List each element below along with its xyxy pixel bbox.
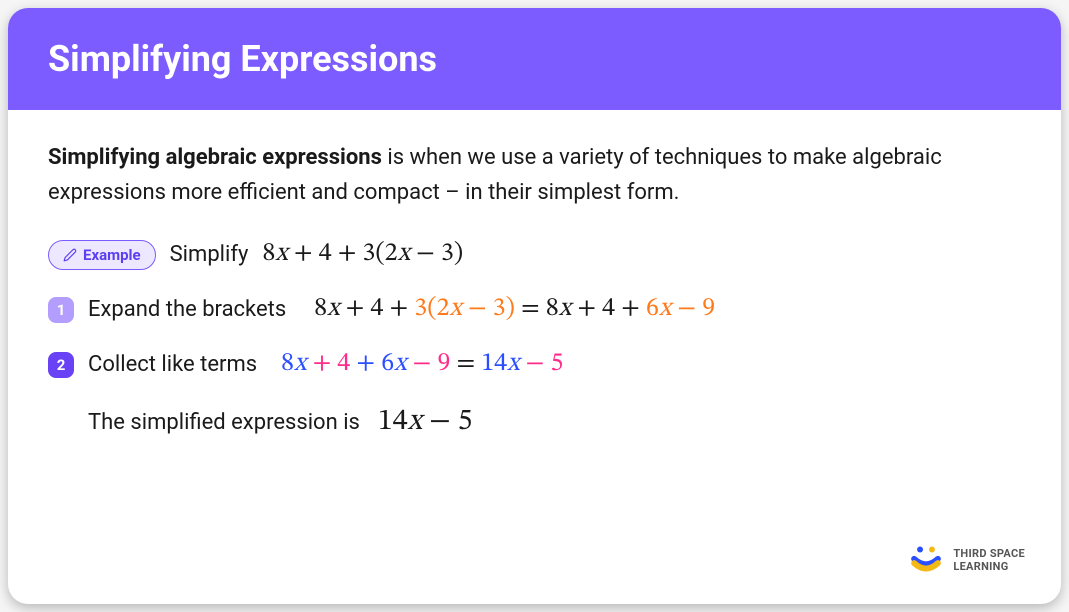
step-1-badge: 1 bbox=[48, 297, 74, 323]
logo-text: THIRD SPACE LEARNING bbox=[953, 547, 1025, 573]
logo-line-2: LEARNING bbox=[953, 560, 1008, 573]
step-1-math: 8x + 4 + 3(2x − 3) = 8x + 4 + 6x − 9 bbox=[314, 293, 715, 326]
example-row: Example Simplify 8x + 4 + 3(2x − 3) bbox=[48, 238, 1021, 271]
brand-logo: THIRD SPACE LEARNING bbox=[909, 544, 1025, 576]
example-expression: 8x + 4 + 3(2x − 3) bbox=[262, 238, 463, 271]
intro-text: Simplifying algebraic expressions is whe… bbox=[48, 140, 1021, 210]
step-2-row: 2 Collect like terms 8x + 4 + 6x − 9 = 1… bbox=[48, 348, 1021, 381]
logo-icon bbox=[909, 544, 943, 576]
card-header: Simplifying Expressions bbox=[8, 8, 1061, 110]
example-badge-label: Example bbox=[83, 246, 141, 264]
card-content: Simplifying algebraic expressions is whe… bbox=[8, 110, 1061, 493]
pencil-icon bbox=[63, 248, 77, 262]
step-1-label: Expand the brackets bbox=[88, 297, 286, 322]
result-label: The simplified expression is bbox=[88, 410, 360, 435]
logo-line-1: THIRD SPACE bbox=[953, 547, 1025, 560]
page-title: Simplifying Expressions bbox=[48, 38, 1021, 80]
result-row: The simplified expression is 14x − 5 bbox=[88, 403, 1021, 441]
lesson-card: Simplifying Expressions Simplifying alge… bbox=[8, 8, 1061, 604]
example-prompt: Simplify bbox=[170, 242, 249, 267]
step-2-math: 8x + 4 + 6x − 9 = 14x − 5 bbox=[281, 348, 563, 381]
intro-bold: Simplifying algebraic expressions bbox=[48, 145, 382, 170]
step-2-label: Collect like terms bbox=[88, 352, 257, 377]
step-2-badge: 2 bbox=[48, 352, 74, 378]
step-1-row: 1 Expand the brackets 8x + 4 + 3(2x − 3)… bbox=[48, 293, 1021, 326]
example-badge: Example bbox=[48, 240, 156, 270]
result-expression: 14x − 5 bbox=[378, 403, 473, 441]
